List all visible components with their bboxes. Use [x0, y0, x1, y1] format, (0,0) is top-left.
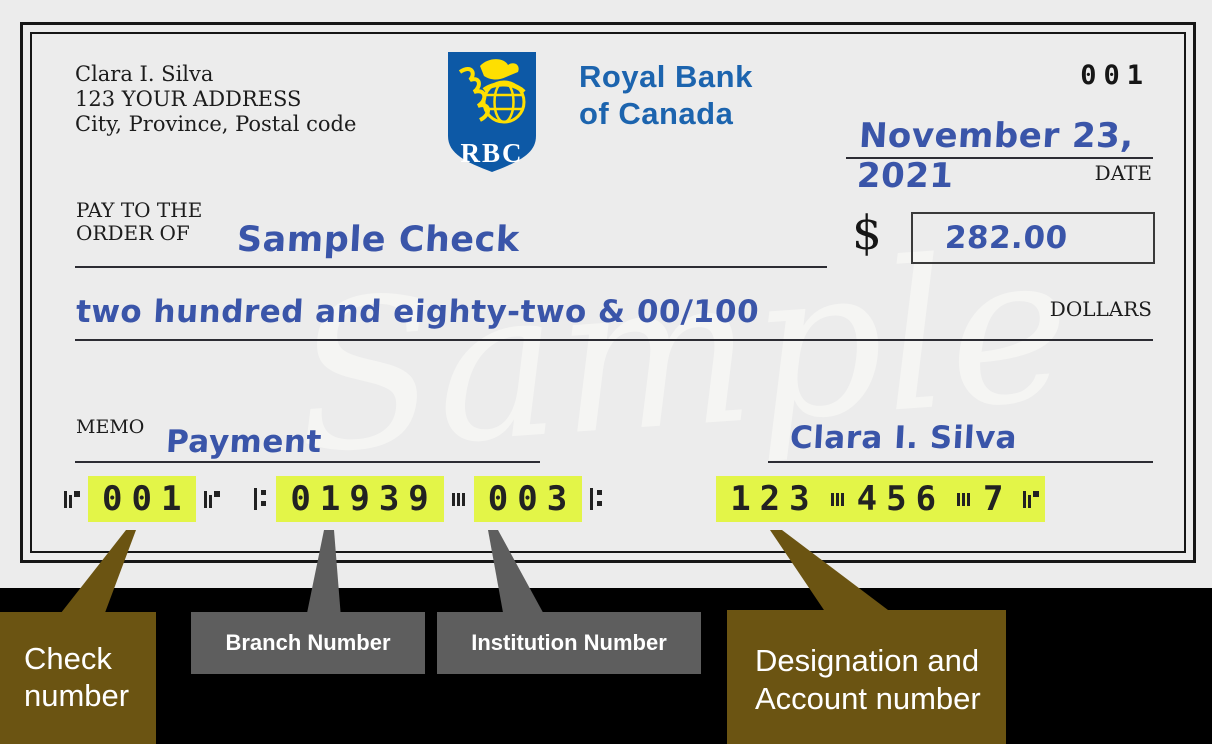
amount-value: 282.00: [944, 220, 1069, 256]
date-label: DATE: [1094, 161, 1152, 185]
memo-value: Payment: [165, 424, 323, 460]
micr-branch-number: 01939: [290, 479, 438, 519]
micr-onus-symbol: [64, 491, 80, 508]
memo-label: MEMO: [76, 416, 145, 438]
micr-account-part1: 123: [730, 479, 819, 519]
pay-to-line2: ORDER OF: [76, 221, 190, 245]
payee-value: Sample Check: [235, 220, 521, 260]
check-number-top: 001: [1080, 60, 1150, 91]
micr-institution-number-highlight: 003: [473, 476, 583, 522]
rbc-abbr-text: RBC: [460, 138, 523, 168]
micr-dash-symbol: [957, 493, 971, 506]
amount-words-value: two hundred and eighty-two & 00/100: [75, 294, 761, 330]
payee-line: [75, 266, 827, 268]
bank-name-line1: Royal Bank: [579, 59, 753, 94]
callout-check-number-line1: Check: [24, 641, 112, 676]
callout-designation-line1: Designation and: [755, 643, 980, 678]
micr-check-number: 001: [102, 479, 191, 519]
callout-check-number: Check number: [0, 612, 156, 744]
micr-dash-symbol: [830, 493, 844, 506]
pay-to-label: PAY TO THE ORDER OF: [76, 199, 202, 245]
payer-address-line2: City, Province, Postal code: [75, 112, 357, 136]
date-line: [846, 157, 1153, 159]
payer-name: Clara I. Silva: [75, 62, 214, 86]
payer-address-line1: 123 YOUR ADDRESS: [75, 87, 302, 111]
callout-designation-line2: Account number: [755, 681, 981, 716]
bank-wordmark: Royal Bank of Canada: [579, 58, 753, 132]
micr-account-number-highlight: 123 456 7: [716, 476, 1045, 522]
micr-onus-symbol: [204, 491, 221, 508]
callout-designation-account: Designation and Account number: [727, 610, 1006, 744]
micr-transit-symbol: [254, 488, 267, 510]
lion-and-globe-emblem: [458, 59, 526, 124]
micr-onus-symbol: [1022, 491, 1039, 508]
check-inner-border: [30, 32, 1186, 553]
signature-line: [768, 461, 1153, 463]
micr-institution-number: 003: [487, 479, 577, 519]
pay-to-line1: PAY TO THE: [76, 198, 203, 222]
amount-words-line: [75, 339, 1153, 341]
payer-address-block: Clara I. Silva 123 YOUR ADDRESS City, Pr…: [75, 62, 356, 137]
micr-branch-number-highlight: 01939: [276, 476, 444, 522]
micr-line: 001 01939 003 123: [64, 476, 1045, 522]
amount-box: [911, 212, 1155, 264]
dollar-sign: $: [852, 206, 882, 261]
dollars-label: DOLLARS: [1049, 297, 1152, 321]
callout-institution-number: Institution Number: [437, 612, 701, 674]
rbc-shield-logo: RBC: [448, 52, 536, 172]
micr-account-part2: 456: [856, 479, 946, 519]
callout-branch-number: Branch Number: [191, 612, 425, 674]
signature-value: Clara I. Silva: [789, 420, 1019, 456]
memo-line: [75, 461, 540, 463]
micr-transit-symbol: [590, 488, 603, 510]
check-outer-border: [20, 22, 1196, 563]
callout-check-number-line2: number: [24, 678, 130, 713]
bank-name-line2: of Canada: [579, 96, 734, 131]
micr-dash-symbol: [451, 493, 465, 506]
micr-account-part3: 7: [983, 479, 1013, 519]
rbc-shield-shape: [448, 52, 536, 172]
micr-check-number-highlight: 001: [88, 476, 197, 522]
